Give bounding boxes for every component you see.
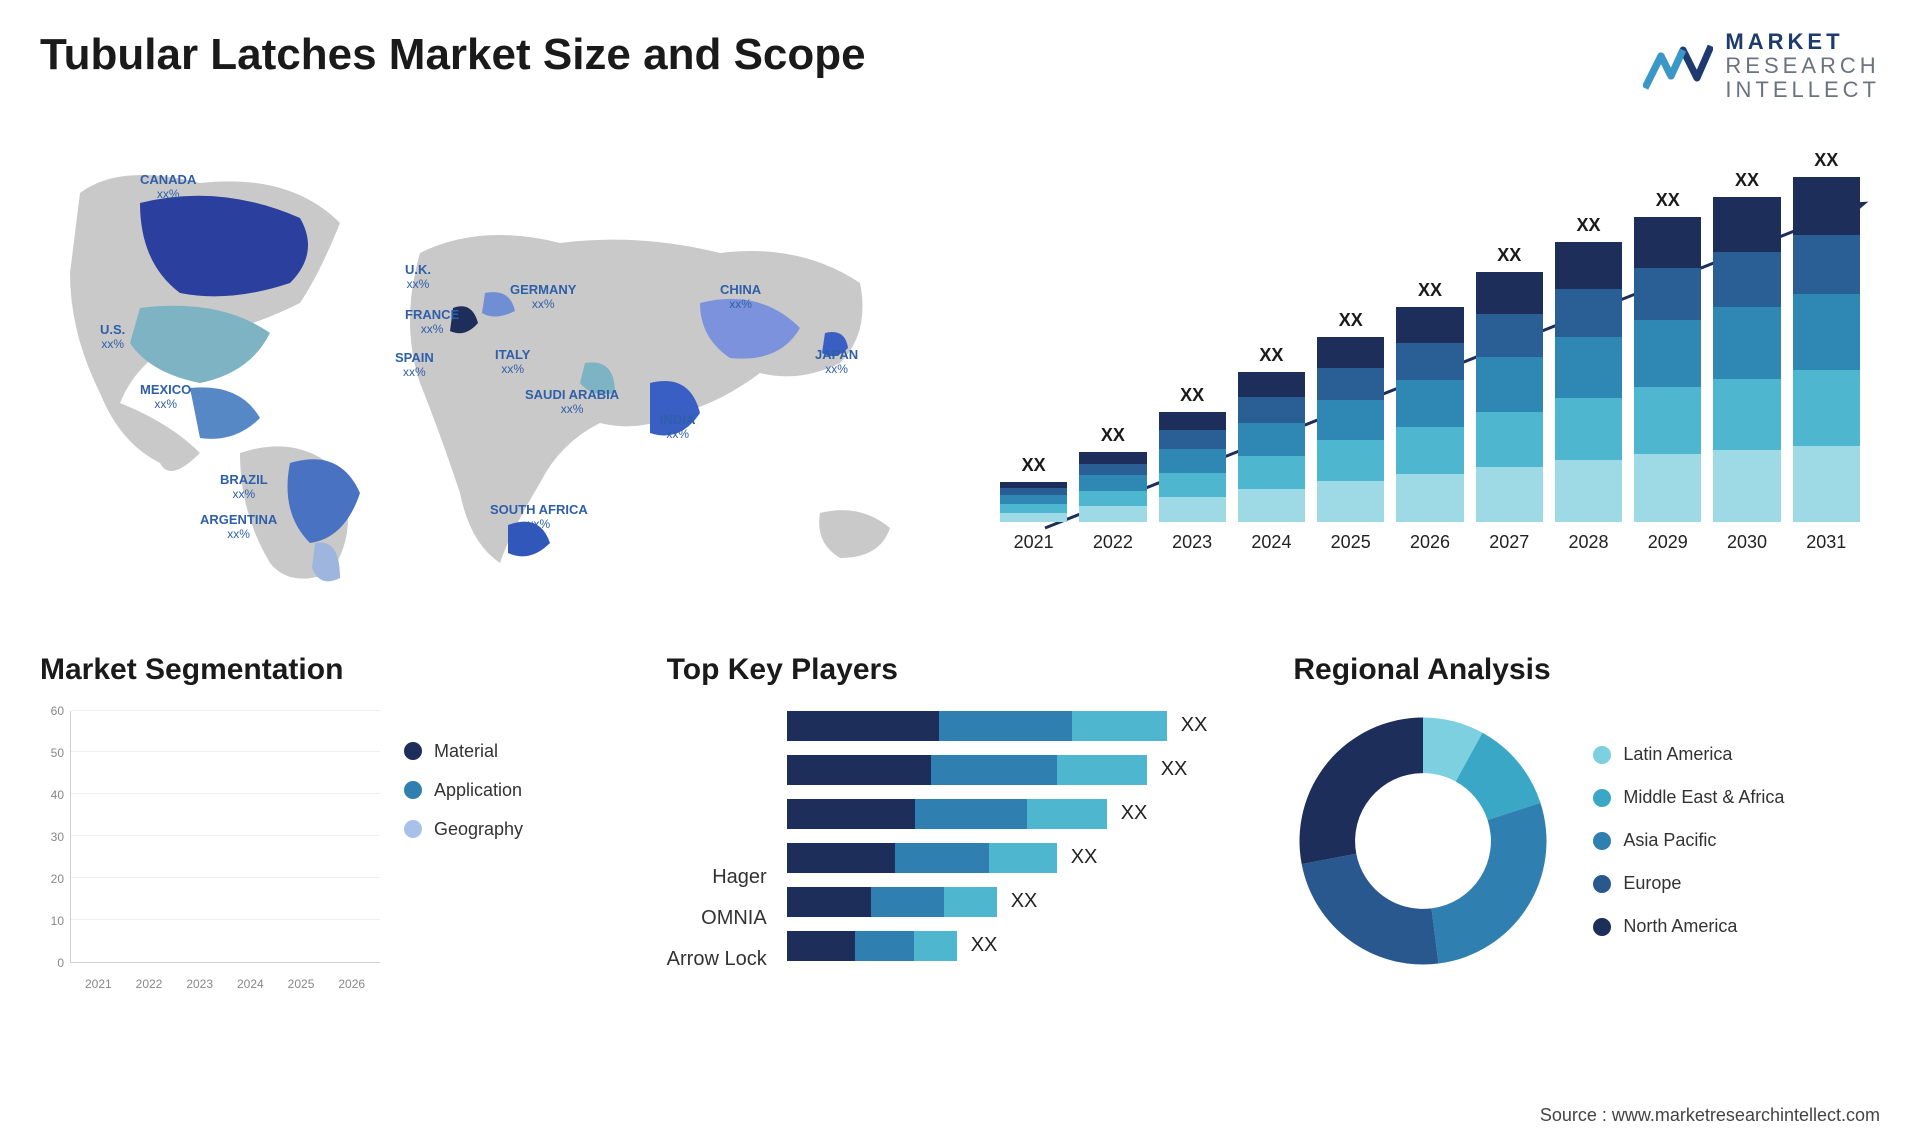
legend-item: North America xyxy=(1593,916,1784,937)
key-players-title: Top Key Players xyxy=(667,653,1254,687)
key-player-value: XX xyxy=(1121,802,1148,825)
map-label: ARGENTINAxx% xyxy=(200,513,277,542)
regional-donut-chart xyxy=(1293,711,1553,971)
growth-bar-value: XX xyxy=(1339,310,1363,331)
world-map-panel: CANADAxx% U.S.xx% MEXICOxx% BRAZILxx% ARGENT… xyxy=(40,133,940,613)
map-label: U.S.xx% xyxy=(100,323,125,352)
logo-line1: MARKET xyxy=(1725,30,1880,54)
map-label: U.K.xx% xyxy=(405,263,431,292)
map-label: JAPANxx% xyxy=(815,348,858,377)
growth-bar: XX 2028 xyxy=(1555,215,1622,553)
growth-bar: XX 2021 xyxy=(1000,455,1067,553)
segmentation-chart: 0102030405060 202120222023202420252026 xyxy=(40,711,380,991)
segmentation-title: Market Segmentation xyxy=(40,653,627,687)
donut-slice xyxy=(1302,853,1439,964)
regional-panel: Regional Analysis Latin America Middle Ea… xyxy=(1293,653,1880,991)
logo-line3: INTELLECT xyxy=(1725,78,1880,102)
map-label: FRANCExx% xyxy=(405,308,459,337)
growth-bar-year: 2023 xyxy=(1172,532,1212,553)
growth-bar: XX 2024 xyxy=(1238,345,1305,553)
key-player-value: XX xyxy=(1071,846,1098,869)
key-player-bar: XX xyxy=(787,843,1254,873)
map-label: ITALYxx% xyxy=(495,348,530,377)
growth-bar-value: XX xyxy=(1576,215,1600,236)
donut-slice xyxy=(1432,802,1547,963)
key-player-value: XX xyxy=(971,934,998,957)
growth-bar: XX 2025 xyxy=(1317,310,1384,553)
growth-bar-year: 2025 xyxy=(1331,532,1371,553)
growth-bar-year: 2031 xyxy=(1806,532,1846,553)
growth-bar-year: 2029 xyxy=(1648,532,1688,553)
growth-bar-year: 2021 xyxy=(1014,532,1054,553)
map-label: CHINAxx% xyxy=(720,283,761,312)
growth-bar-year: 2026 xyxy=(1410,532,1450,553)
legend-item: Material xyxy=(404,741,523,762)
map-label: INDIAxx% xyxy=(660,413,695,442)
key-players-chart: XX XX XX XX XX XX xyxy=(787,711,1254,975)
growth-bar: XX 2031 xyxy=(1793,150,1860,553)
growth-bar: XX 2022 xyxy=(1079,425,1146,553)
map-label: SOUTH AFRICAxx% xyxy=(490,503,588,532)
growth-bar-value: XX xyxy=(1497,245,1521,266)
key-players-panel: Top Key Players HagerOMNIAArrow Lock XXX… xyxy=(667,653,1254,991)
key-player-bar: XX xyxy=(787,931,1254,961)
map-label: SPAINxx% xyxy=(395,351,434,380)
growth-bar-year: 2028 xyxy=(1568,532,1608,553)
growth-bar: XX 2027 xyxy=(1476,245,1543,553)
segmentation-panel: Market Segmentation 0102030405060 202120… xyxy=(40,653,627,991)
world-map xyxy=(40,133,920,593)
legend-item: Application xyxy=(404,780,523,801)
logo-line2: RESEARCH xyxy=(1725,54,1880,78)
legend-item: Geography xyxy=(404,819,523,840)
growth-bar: XX 2029 xyxy=(1634,190,1701,553)
growth-bar-value: XX xyxy=(1101,425,1125,446)
map-label: BRAZILxx% xyxy=(220,473,268,502)
growth-bar: XX 2023 xyxy=(1159,385,1226,553)
key-player-name: Arrow Lock xyxy=(667,948,767,971)
segmentation-legend: Material Application Geography xyxy=(404,741,523,840)
growth-bar-year: 2022 xyxy=(1093,532,1133,553)
key-player-bar: XX xyxy=(787,711,1254,741)
growth-bar-value: XX xyxy=(1022,455,1046,476)
key-players-labels: Hager OMNIA Arrow Lock xyxy=(667,866,767,971)
map-label: GERMANYxx% xyxy=(510,283,576,312)
growth-chart-panel: XX 2021 XX 2022 XX 2023 XX 2024 XX 2025 XX 2026 XX 20… xyxy=(980,133,1880,613)
donut-slice xyxy=(1300,717,1424,864)
source-attribution: Source : www.marketresearchintellect.com xyxy=(1540,1105,1880,1126)
key-player-bar: XX xyxy=(787,755,1254,785)
key-player-value: XX xyxy=(1161,758,1188,781)
growth-bar-year: 2030 xyxy=(1727,532,1767,553)
legend-item: Asia Pacific xyxy=(1593,830,1784,851)
key-player-bar: XX xyxy=(787,887,1254,917)
growth-bar-value: XX xyxy=(1814,150,1838,171)
map-label: CANADAxx% xyxy=(140,173,196,202)
regional-title: Regional Analysis xyxy=(1293,653,1880,687)
key-player-bar: XX xyxy=(787,799,1254,829)
logo-icon xyxy=(1643,38,1713,94)
growth-bar-year: 2027 xyxy=(1489,532,1529,553)
growth-bar-value: XX xyxy=(1180,385,1204,406)
growth-bar-value: XX xyxy=(1259,345,1283,366)
legend-item: Middle East & Africa xyxy=(1593,787,1784,808)
growth-bar-value: XX xyxy=(1656,190,1680,211)
key-player-value: XX xyxy=(1011,890,1038,913)
growth-bar-value: XX xyxy=(1418,280,1442,301)
key-player-name: OMNIA xyxy=(701,907,767,930)
brand-logo: MARKET RESEARCH INTELLECT xyxy=(1643,30,1880,103)
map-label: MEXICOxx% xyxy=(140,383,191,412)
regional-legend: Latin America Middle East & Africa Asia Pa… xyxy=(1593,744,1784,937)
growth-bar-value: XX xyxy=(1735,170,1759,191)
map-label: SAUDI ARABIAxx% xyxy=(525,388,619,417)
key-player-name: Hager xyxy=(712,866,766,889)
legend-item: Latin America xyxy=(1593,744,1784,765)
growth-bar-year: 2024 xyxy=(1251,532,1291,553)
growth-bar: XX 2030 xyxy=(1713,170,1780,553)
key-player-value: XX xyxy=(1181,714,1208,737)
legend-item: Europe xyxy=(1593,873,1784,894)
growth-bar: XX 2026 xyxy=(1396,280,1463,553)
page-title: Tubular Latches Market Size and Scope xyxy=(40,30,866,80)
